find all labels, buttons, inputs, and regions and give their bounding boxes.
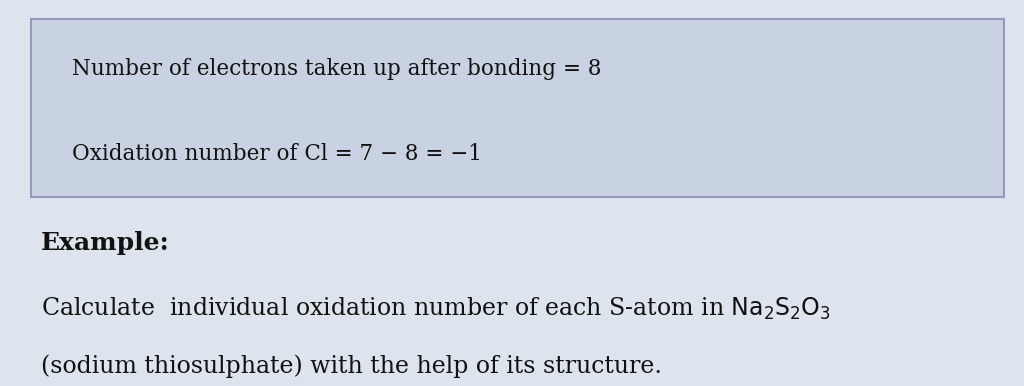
Text: Calculate  individual oxidation number of each S-atom in $\mathrm{Na_2S_2O_3}$: Calculate individual oxidation number of… [41, 296, 830, 322]
Text: Oxidation number of Cl = 7 − 8 = −1: Oxidation number of Cl = 7 − 8 = −1 [72, 144, 481, 165]
FancyBboxPatch shape [31, 19, 1004, 197]
Text: (sodium thiosulphate) with the help of its structure.: (sodium thiosulphate) with the help of i… [41, 355, 662, 378]
Text: Number of electrons taken up after bonding = 8: Number of electrons taken up after bondi… [72, 59, 601, 80]
Text: Example:: Example: [41, 231, 170, 255]
